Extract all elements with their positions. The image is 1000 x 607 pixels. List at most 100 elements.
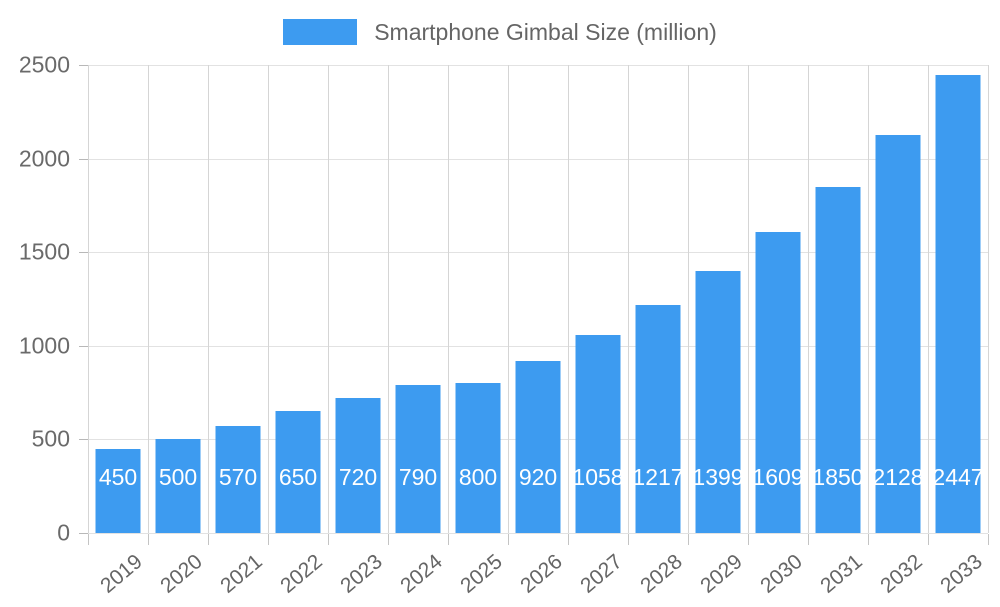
y-axis-tick-mark: [79, 158, 88, 160]
x-axis-tick-mark: [628, 534, 629, 545]
bar-group: 2128: [868, 65, 928, 533]
gridline-vertical: [208, 65, 209, 533]
bar[interactable]: [275, 411, 321, 533]
x-axis-tick-mark: [88, 534, 89, 545]
gridline-vertical: [628, 65, 629, 533]
x-axis-tick-mark: [448, 534, 449, 545]
gridline-vertical: [508, 65, 509, 533]
x-axis-tick-mark: [928, 534, 929, 545]
bar[interactable]: [755, 231, 801, 533]
x-axis-tick-label: 2022: [276, 550, 327, 598]
gridline-vertical: [268, 65, 269, 533]
x-axis-tick-label: 2026: [516, 550, 567, 598]
bar-group: 800: [448, 65, 508, 533]
x-axis-tick-label: 2025: [456, 550, 507, 598]
x-axis-tick-label: 2021: [216, 550, 267, 598]
gridline-vertical: [808, 65, 809, 533]
legend-item-smartphone-gimbal-size[interactable]: Smartphone Gimbal Size (million): [283, 19, 717, 46]
gridline-horizontal: [88, 533, 988, 534]
bar[interactable]: [95, 448, 141, 533]
gridline-vertical: [388, 65, 389, 533]
bar-group: 500: [148, 65, 208, 533]
x-axis-tick-mark: [388, 534, 389, 545]
y-axis-tick-label: 2000: [18, 145, 70, 172]
bar[interactable]: [515, 360, 561, 533]
x-axis-tick-label: 2020: [156, 550, 207, 598]
x-axis-tick-mark: [268, 534, 269, 545]
gridline-horizontal: [88, 345, 988, 347]
bar-group: 2447: [928, 65, 988, 533]
bar-group: 570: [208, 65, 268, 533]
gridline-vertical: [748, 65, 749, 533]
bar-group: 1609: [748, 65, 808, 533]
y-axis-tick-label: 1000: [18, 332, 70, 359]
x-axis-tick-mark: [748, 534, 749, 545]
bar[interactable]: [455, 383, 501, 533]
x-axis-tick-mark: [808, 534, 809, 545]
bar[interactable]: [335, 398, 381, 533]
x-axis-tick-mark: [328, 534, 329, 545]
bar-group: 720: [328, 65, 388, 533]
gridline-vertical: [448, 65, 449, 533]
legend-item-label: Smartphone Gimbal Size (million): [374, 18, 717, 45]
gridline-vertical: [88, 65, 89, 533]
x-axis-tick-label: 2029: [696, 550, 747, 598]
x-axis-tick-mark: [688, 534, 689, 545]
bar[interactable]: [815, 186, 861, 533]
gridline-vertical: [148, 65, 149, 533]
bar-group: 920: [508, 65, 568, 533]
gridline-horizontal: [88, 252, 988, 254]
legend-color-swatch-icon: [283, 19, 358, 45]
x-axis-tick-mark: [988, 534, 989, 545]
bar-group: 1850: [808, 65, 868, 533]
y-axis-tick-mark: [79, 65, 88, 66]
bar[interactable]: [575, 334, 621, 533]
x-axis-tick-label: 2030: [756, 550, 807, 598]
bar[interactable]: [695, 271, 741, 533]
y-axis-tick-mark: [79, 252, 88, 254]
x-axis-tick-label: 2032: [876, 550, 927, 598]
x-axis-tick-label: 2023: [336, 550, 387, 598]
gridline-vertical: [988, 65, 989, 533]
gridline-vertical: [328, 65, 329, 533]
bar-group: 650: [268, 65, 328, 533]
gridline-vertical: [868, 65, 869, 533]
gridline-vertical: [928, 65, 929, 533]
y-axis-tick-mark: [79, 533, 88, 534]
bar-group: 1058: [568, 65, 628, 533]
bar[interactable]: [395, 385, 441, 533]
x-axis-tick-mark: [508, 534, 509, 545]
bar-group: 1217: [628, 65, 688, 533]
y-axis-tick-mark: [79, 345, 88, 347]
x-axis-tick-mark: [208, 534, 209, 545]
x-axis-tick-mark: [148, 534, 149, 545]
bar-group: 1399: [688, 65, 748, 533]
x-axis-tick-label: 2024: [396, 550, 447, 598]
bar-group: 450: [88, 65, 148, 533]
x-axis-tick-label: 2031: [816, 550, 867, 598]
chart-legend: Smartphone Gimbal Size (million): [0, 10, 1000, 54]
bar[interactable]: [875, 134, 921, 533]
x-axis-tick-label: 2027: [576, 550, 627, 598]
gridline-vertical: [688, 65, 689, 533]
y-axis-tick-label: 500: [31, 425, 70, 452]
gridline-vertical: [568, 65, 569, 533]
bar[interactable]: [155, 439, 201, 533]
x-axis-tick-label: 2033: [936, 550, 987, 598]
bar[interactable]: [935, 74, 981, 533]
y-axis-tick-label: 2500: [18, 51, 70, 78]
bar-group: 790: [388, 65, 448, 533]
x-axis-tick-mark: [868, 534, 869, 545]
y-axis-tick-label: 1500: [18, 238, 70, 265]
plot-area: 0 500 1000 1500 2000 2500 450 2019 500 2020 570 202…: [19, 52, 989, 598]
gridline-horizontal: [88, 158, 988, 160]
y-axis-tick-mark: [79, 439, 88, 441]
x-axis-tick-mark: [568, 534, 569, 545]
x-axis-tick-label: 2028: [636, 550, 687, 598]
y-axis-tick-label: 0: [57, 519, 70, 546]
x-axis-tick-label: 2019: [96, 550, 147, 598]
bar[interactable]: [635, 305, 681, 533]
gridline-horizontal: [88, 65, 988, 66]
bar[interactable]: [215, 426, 261, 533]
